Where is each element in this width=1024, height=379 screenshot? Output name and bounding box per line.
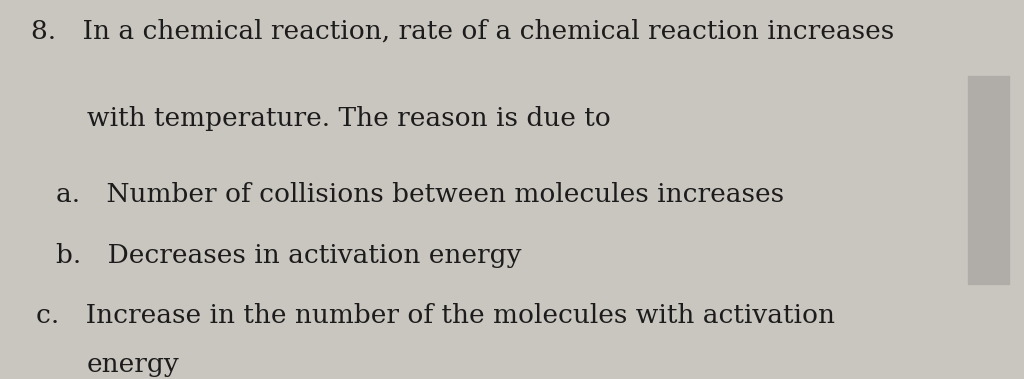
Text: energy: energy <box>87 352 180 377</box>
Text: with temperature. The reason is due to: with temperature. The reason is due to <box>87 106 610 131</box>
Text: c. Increase in the number of the molecules with activation: c. Increase in the number of the molecul… <box>36 303 835 328</box>
Text: a. Number of collisions between molecules increases: a. Number of collisions between molecule… <box>56 182 784 207</box>
Text: 8. In a chemical reaction, rate of a chemical reaction increases: 8. In a chemical reaction, rate of a che… <box>31 19 894 44</box>
Bar <box>968 76 1009 284</box>
Text: b. Decreases in activation energy: b. Decreases in activation energy <box>56 243 522 268</box>
